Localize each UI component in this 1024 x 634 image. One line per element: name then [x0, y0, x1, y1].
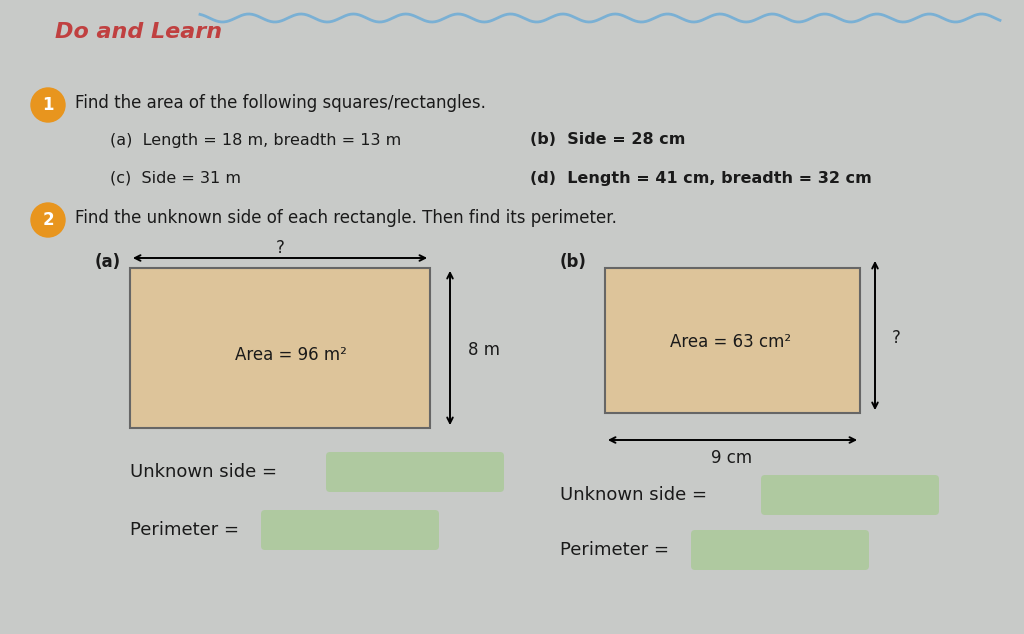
Text: 8 m: 8 m — [468, 341, 500, 359]
Text: Find the unknown side of each rectangle. Then find its perimeter.: Find the unknown side of each rectangle.… — [75, 209, 616, 227]
Text: (a)  Length = 18 m, breadth = 13 m: (a) Length = 18 m, breadth = 13 m — [110, 133, 401, 148]
Text: ?: ? — [892, 329, 901, 347]
FancyBboxPatch shape — [326, 452, 504, 492]
Bar — [605, 268, 860, 413]
Text: Do and Learn: Do and Learn — [55, 22, 222, 42]
Text: (c)  Side = 31 m: (c) Side = 31 m — [110, 171, 241, 186]
Text: ?: ? — [275, 239, 285, 257]
Text: Unknown side =: Unknown side = — [560, 486, 707, 504]
Text: 9 cm: 9 cm — [712, 449, 753, 467]
Text: Find the area of the following squares/rectangles.: Find the area of the following squares/r… — [75, 94, 485, 112]
Circle shape — [31, 203, 65, 237]
Text: (b)  Side = 28 cm: (b) Side = 28 cm — [530, 133, 685, 148]
Text: Area = 96 m²: Area = 96 m² — [234, 346, 347, 364]
Text: (a): (a) — [95, 253, 121, 271]
FancyBboxPatch shape — [691, 530, 869, 570]
FancyBboxPatch shape — [261, 510, 439, 550]
Text: Unknown side =: Unknown side = — [130, 463, 278, 481]
Bar — [130, 268, 430, 428]
Text: Area = 63 cm²: Area = 63 cm² — [670, 333, 792, 351]
Text: 2: 2 — [42, 211, 54, 229]
Text: 1: 1 — [42, 96, 53, 114]
Circle shape — [31, 88, 65, 122]
Text: (d)  Length = 41 cm, breadth = 32 cm: (d) Length = 41 cm, breadth = 32 cm — [530, 171, 871, 186]
FancyBboxPatch shape — [761, 475, 939, 515]
Text: Perimeter =: Perimeter = — [560, 541, 669, 559]
Text: Perimeter =: Perimeter = — [130, 521, 239, 539]
Text: (b): (b) — [560, 253, 587, 271]
